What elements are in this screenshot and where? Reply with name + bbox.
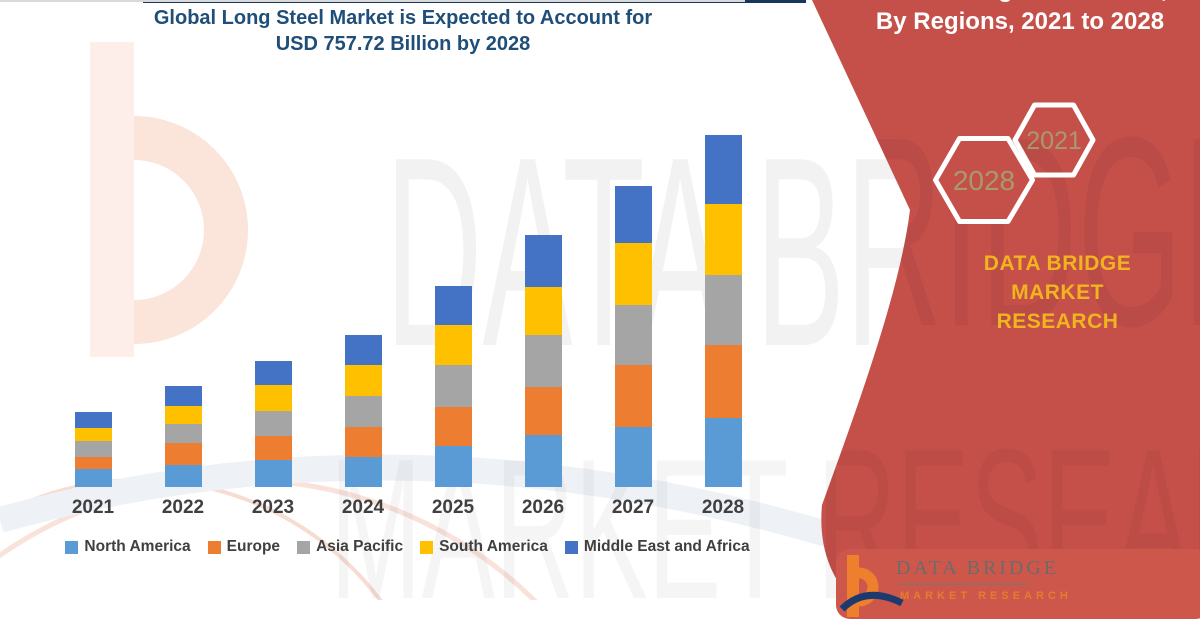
hexagon-2021: 2021 — [1012, 102, 1096, 178]
chart-title-line2: USD 757.72 Billion by 2028 — [275, 33, 531, 55]
segment-2023-asia-pacific — [254, 411, 292, 437]
hexagon-2028: 2028 — [933, 136, 1035, 224]
segment-2028-asia-pacific — [704, 275, 742, 345]
segment-2023-middle-east-and-africa — [254, 361, 292, 385]
segment-2024-europe — [344, 426, 382, 457]
segment-2028-europe — [704, 344, 742, 419]
segment-2024-middle-east-and-africa — [344, 334, 382, 365]
segment-2026-europe — [524, 387, 562, 436]
segment-2021-south-america — [74, 427, 112, 442]
hexagon-2028-label: 2028 — [953, 165, 1015, 196]
segment-2028-south-america — [704, 204, 742, 276]
segment-2022-asia-pacific — [164, 424, 202, 444]
segment-2025-asia-pacific — [434, 364, 472, 407]
bar-2025 — [434, 285, 472, 487]
segment-2027-middle-east-and-africa — [614, 185, 652, 244]
segment-2021-middle-east-and-africa — [74, 412, 112, 428]
ribbon-title-line2: By Regions, 2021 to 2028 — [875, 8, 1165, 35]
segment-2023-south-america — [254, 384, 292, 412]
ribbon-title-line1-clipped: Global Long Steel Market, — [845, 0, 1195, 7]
hexagon-2028-outline — [933, 136, 1035, 224]
logo-card: DATA BRIDGE MARKET RESEARCH — [836, 549, 1200, 619]
segment-2027-south-america — [614, 243, 652, 306]
segment-2027-europe — [614, 364, 652, 427]
chart-title: Global Long Steel Market is Expected to … — [0, 5, 806, 57]
segment-2026-south-america — [524, 287, 562, 336]
segment-2024-south-america — [344, 364, 382, 397]
segment-2028-middle-east-and-africa — [704, 134, 742, 205]
segment-2021-asia-pacific — [74, 441, 112, 458]
segment-2022-south-america — [164, 405, 202, 425]
segment-2026-middle-east-and-africa — [524, 235, 562, 288]
hexagon-2021-label: 2021 — [1026, 127, 1082, 155]
segment-2027-asia-pacific — [614, 305, 652, 365]
segment-2024-asia-pacific — [344, 396, 382, 427]
hexagon-badges: 2021 2028 — [933, 102, 1096, 224]
hexagon-2021-outline — [1012, 102, 1096, 178]
segment-2022-middle-east-and-africa — [164, 386, 202, 406]
ribbon-title-line1: Global Long Steel Market, — [845, 0, 1195, 4]
chart-title-line1: Global Long Steel Market is Expected to … — [153, 7, 653, 29]
data-bridge-logo-icon — [839, 555, 904, 617]
logo-card-brand-name: DATA BRIDGE — [896, 557, 1060, 579]
segment-2026-asia-pacific — [524, 335, 562, 388]
ribbon-brand-line1: DATA BRIDGE MARKET — [983, 252, 1132, 304]
ribbon-brand-text: DATA BRIDGE MARKET RESEARCH — [935, 249, 1180, 336]
logo-card-underline — [898, 583, 1026, 585]
logo-card-brand-subtitle: MARKET RESEARCH — [900, 590, 1072, 602]
x-axis-line — [0, 0, 745, 2]
segment-2025-middle-east-and-africa — [434, 285, 472, 325]
ribbon-brand-line2: RESEARCH — [996, 310, 1119, 333]
segment-2025-europe — [434, 406, 472, 447]
ribbon-shape — [812, 0, 1200, 600]
segment-2025-south-america — [434, 324, 472, 365]
